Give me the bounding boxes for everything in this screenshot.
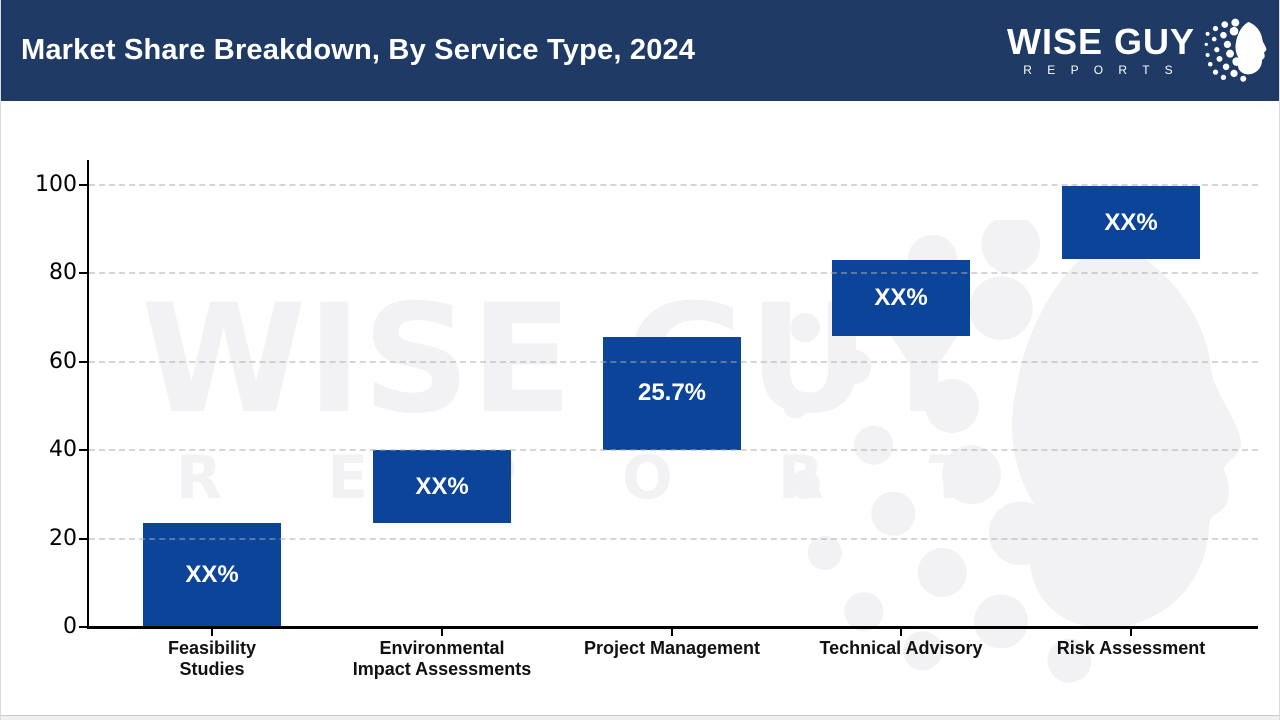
- y-tick-label: 20: [49, 525, 77, 551]
- x-tick-mark: [441, 629, 443, 636]
- bar-label: XX%: [185, 561, 239, 589]
- bar-label: 25.7%: [637, 379, 707, 407]
- y-axis-spine: [87, 160, 89, 629]
- gridline-60: [89, 360, 1258, 363]
- bar-label: XX%: [1104, 208, 1158, 236]
- y-tick-label: 0: [63, 614, 77, 639]
- gridline-100: [89, 184, 1258, 186]
- logo-wordmark: WISE GUY: [1006, 21, 1195, 62]
- bottom-border: [1, 715, 1279, 720]
- bar-label: XX%: [415, 472, 469, 500]
- bar-0: XX%: [143, 523, 281, 627]
- logo-subtitle: R E P O R T S: [1023, 63, 1179, 77]
- y-tick-label: 80: [49, 260, 77, 286]
- wiseguy-logo: WISE GUY R E P O R T S: [1007, 12, 1267, 90]
- y-tick-mark: [79, 449, 87, 452]
- x-axis-spine: [87, 626, 1258, 629]
- x-tick-mark: [1130, 629, 1132, 636]
- y-tick-mark: [79, 626, 87, 628]
- y-tick-mark: [79, 537, 87, 540]
- x-tick-mark: [671, 629, 673, 636]
- category-label-4: Risk Assessment: [1056, 638, 1206, 658]
- x-tick-mark: [211, 629, 213, 636]
- bar-4: XX%: [1062, 186, 1200, 259]
- y-tick-label: 40: [49, 437, 77, 463]
- wiseguy-face-icon: [1204, 18, 1267, 82]
- category-label-0: Feasibility Studies: [167, 638, 257, 679]
- gridline-80: [89, 272, 1258, 275]
- category-label-1: Environmental Impact Assessments: [352, 638, 532, 679]
- header-band: Market Share Breakdown, By Service Type,…: [1, 0, 1279, 101]
- category-label-2: Project Management: [583, 638, 761, 658]
- gridline-40: [89, 449, 1258, 452]
- y-tick-label: 100: [35, 172, 77, 197]
- y-tick-mark: [79, 272, 87, 275]
- bar-2: 25.7%: [603, 336, 741, 451]
- y-tick-mark: [79, 360, 87, 363]
- bar-3: XX%: [832, 259, 970, 337]
- bar-1: XX%: [373, 450, 511, 524]
- y-tick-label: 60: [49, 348, 77, 374]
- y-tick-mark: [79, 184, 87, 186]
- gridline-20: [89, 537, 1258, 540]
- page-title: Market Share Breakdown, By Service Type,…: [21, 34, 696, 66]
- category-label-3: Technical Advisory: [819, 638, 983, 658]
- bar-label: XX%: [874, 283, 928, 311]
- x-tick-mark: [900, 629, 902, 636]
